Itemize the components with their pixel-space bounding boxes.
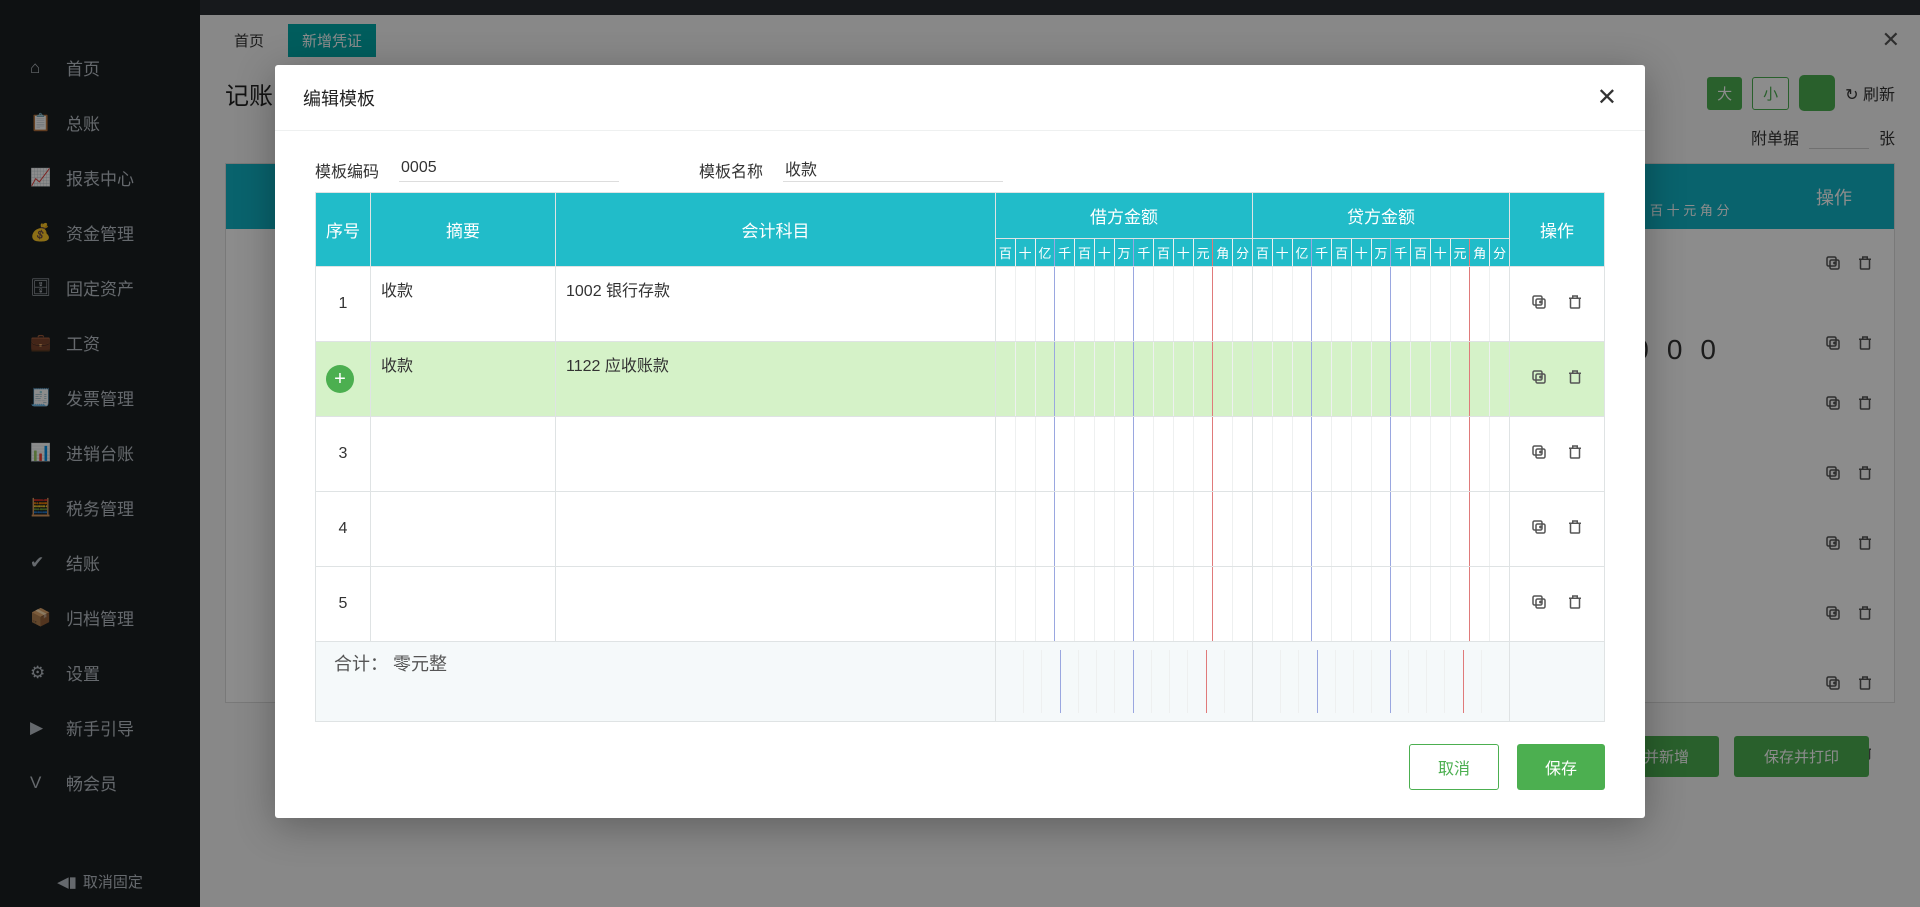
debit-cell[interactable] (996, 492, 1253, 567)
delete-row-icon[interactable] (1566, 443, 1584, 466)
credit-cell[interactable] (1253, 567, 1510, 642)
delete-row-icon[interactable] (1566, 593, 1584, 616)
close-icon[interactable]: ✕ (1597, 83, 1617, 112)
col-ops: 操作 (1510, 193, 1605, 267)
account-cell[interactable] (556, 567, 996, 642)
add-row-icon[interactable]: + (326, 365, 354, 393)
col-seq: 序号 (316, 193, 371, 267)
cancel-button[interactable]: 取消 (1409, 744, 1499, 790)
debit-cell[interactable] (996, 267, 1253, 342)
credit-cell[interactable] (1253, 492, 1510, 567)
total-label: 合计： (334, 654, 388, 674)
summary-cell[interactable]: 收款 (371, 267, 556, 342)
delete-row-icon[interactable] (1566, 518, 1584, 541)
copy-row-icon[interactable] (1530, 368, 1548, 391)
debit-cell[interactable] (996, 417, 1253, 492)
summary-cell[interactable]: 收款 (371, 342, 556, 417)
account-cell[interactable] (556, 417, 996, 492)
edit-template-modal: 编辑模板 ✕ 模板编码 模板名称 序号 摘要 会计科目 借方金额 贷方金额 操作 (275, 65, 1645, 818)
summary-cell[interactable] (371, 417, 556, 492)
col-credit: 贷方金额 (1253, 193, 1510, 239)
template-name-label: 模板名称 (699, 158, 763, 182)
table-row[interactable]: 3 (316, 417, 1605, 492)
credit-cell[interactable] (1253, 417, 1510, 492)
col-account: 会计科目 (556, 193, 996, 267)
copy-row-icon[interactable] (1530, 593, 1548, 616)
copy-row-icon[interactable] (1530, 293, 1548, 316)
table-row[interactable]: 5 (316, 567, 1605, 642)
account-cell[interactable]: 1002 银行存款 (556, 267, 996, 342)
col-debit: 借方金额 (996, 193, 1253, 239)
summary-cell[interactable] (371, 492, 556, 567)
debit-cell[interactable] (996, 567, 1253, 642)
template-code-input[interactable] (399, 155, 619, 182)
template-name-input[interactable] (783, 155, 1003, 182)
credit-cell[interactable] (1253, 267, 1510, 342)
debit-cell[interactable] (996, 342, 1253, 417)
template-grid: 序号 摘要 会计科目 借方金额 贷方金额 操作 百十亿千百十万千百十元角分 百十… (315, 192, 1605, 722)
summary-cell[interactable] (371, 567, 556, 642)
table-row[interactable]: + 收款1122 应收账款 (316, 342, 1605, 417)
credit-cell[interactable] (1253, 342, 1510, 417)
delete-row-icon[interactable] (1566, 368, 1584, 391)
template-code-label: 模板编码 (315, 158, 379, 182)
total-text: 零元整 (393, 654, 447, 674)
col-summary: 摘要 (371, 193, 556, 267)
copy-row-icon[interactable] (1530, 518, 1548, 541)
modal-title: 编辑模板 (303, 85, 375, 111)
delete-row-icon[interactable] (1566, 293, 1584, 316)
table-row[interactable]: 1收款1002 银行存款 (316, 267, 1605, 342)
table-row[interactable]: 4 (316, 492, 1605, 567)
account-cell[interactable]: 1122 应收账款 (556, 342, 996, 417)
save-button[interactable]: 保存 (1517, 744, 1605, 790)
copy-row-icon[interactable] (1530, 443, 1548, 466)
account-cell[interactable] (556, 492, 996, 567)
